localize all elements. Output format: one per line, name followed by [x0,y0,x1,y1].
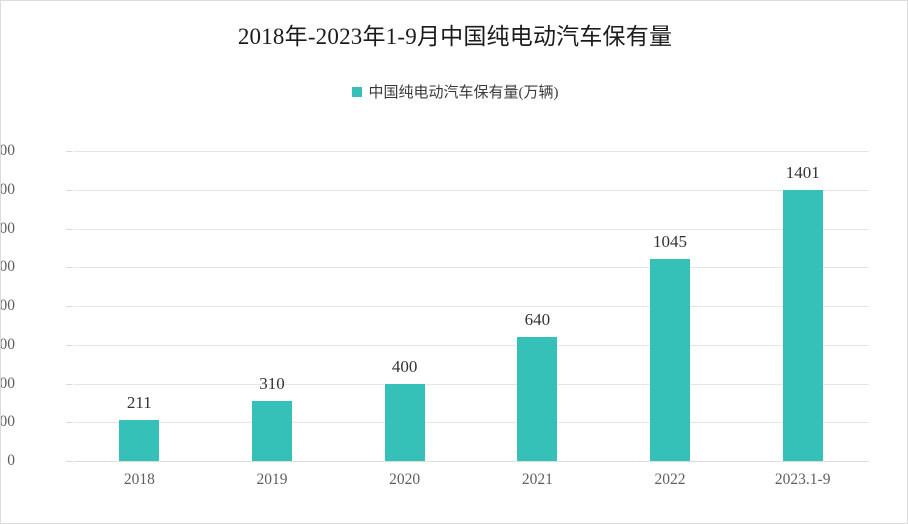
chart-title: 2018年-2023年1-9月中国纯电动汽车保有量 [237,24,673,49]
bars-group: 211 310 400 640 1045 1401 [73,151,869,461]
x-axis-tick-labels: 2018 2019 2020 2021 2022 2023.1-9 [73,471,869,489]
gridline [73,151,869,152]
bar-value-label: 310 [259,373,285,393]
x-axis-tick-label: 2019 [256,471,288,488]
y-axis-tick-mark [66,422,72,424]
bar-value-label: 1045 [653,231,688,251]
y-axis-tick-mark [66,228,72,230]
y-axis-tick-mark [66,461,72,462]
x-axis-tick-label: 2020 [389,471,421,488]
bar-slot: 310 [206,151,339,461]
square-marker-icon [351,86,362,97]
plot-area: 1600 1400 1200 1000 800 600 400 200 0 211 310 400 6… [1,142,869,469]
y-axis-tick-mark [66,344,72,346]
y-axis-tick-label: 200 [0,413,15,431]
y-axis-tick-label: 0 [7,452,15,469]
legend-item-series-1[interactable]: 中国纯电动汽车保有量(万辆) [351,81,559,102]
gridline [73,383,869,385]
x-axis-tick-label: 2023.1-9 [774,471,831,488]
x-axis-tick-label: 2022 [654,471,686,488]
y-axis-tick-mark [66,383,72,385]
bar-slot: 1401 [736,151,869,461]
gridline [73,344,869,346]
legend-item-label: 中国纯电动汽车保有量(万辆) [368,85,559,101]
gridline [73,228,869,230]
gridline [73,306,869,307]
bar-slot: 640 [471,151,604,461]
y-axis-tick-mark [66,189,72,191]
y-axis-tick-label: 400 [0,374,15,392]
x-axis-tick-label: 2018 [123,471,155,488]
bar-slot: 211 [73,151,206,461]
y-axis-tick-mark [66,267,72,269]
bar-value-label: 211 [126,393,152,413]
chart-legend: 中国纯电动汽车保有量(万辆) [1,81,907,102]
y-axis-tick-label: 1600 [0,142,15,159]
bar[interactable] [384,383,425,461]
bar-slot: 1045 [604,151,737,461]
bar[interactable] [782,189,823,461]
y-axis-tick-mark [66,306,72,307]
gridline [73,189,869,191]
bar[interactable] [252,400,292,461]
bar[interactable] [517,337,558,461]
gridline [73,461,869,462]
bar-value-label: 400 [391,356,418,376]
bar-value-label: 640 [524,310,551,329]
bar-value-label: 1401 [785,162,820,182]
y-axis-tick-label: 1200 [0,219,15,237]
bar[interactable] [650,258,691,461]
gridline [73,267,869,269]
y-axis-tick-label: 800 [0,297,15,314]
y-axis-tick-mark [66,151,72,152]
bar[interactable] [119,420,160,461]
y-axis-tick-label: 600 [0,335,15,353]
gridline [73,422,869,424]
x-axis-tick-label: 2021 [521,471,553,488]
bar-slot: 400 [338,151,471,461]
y-axis-tick-label: 1400 [0,180,15,198]
y-axis-tick-label: 1000 [0,258,15,276]
